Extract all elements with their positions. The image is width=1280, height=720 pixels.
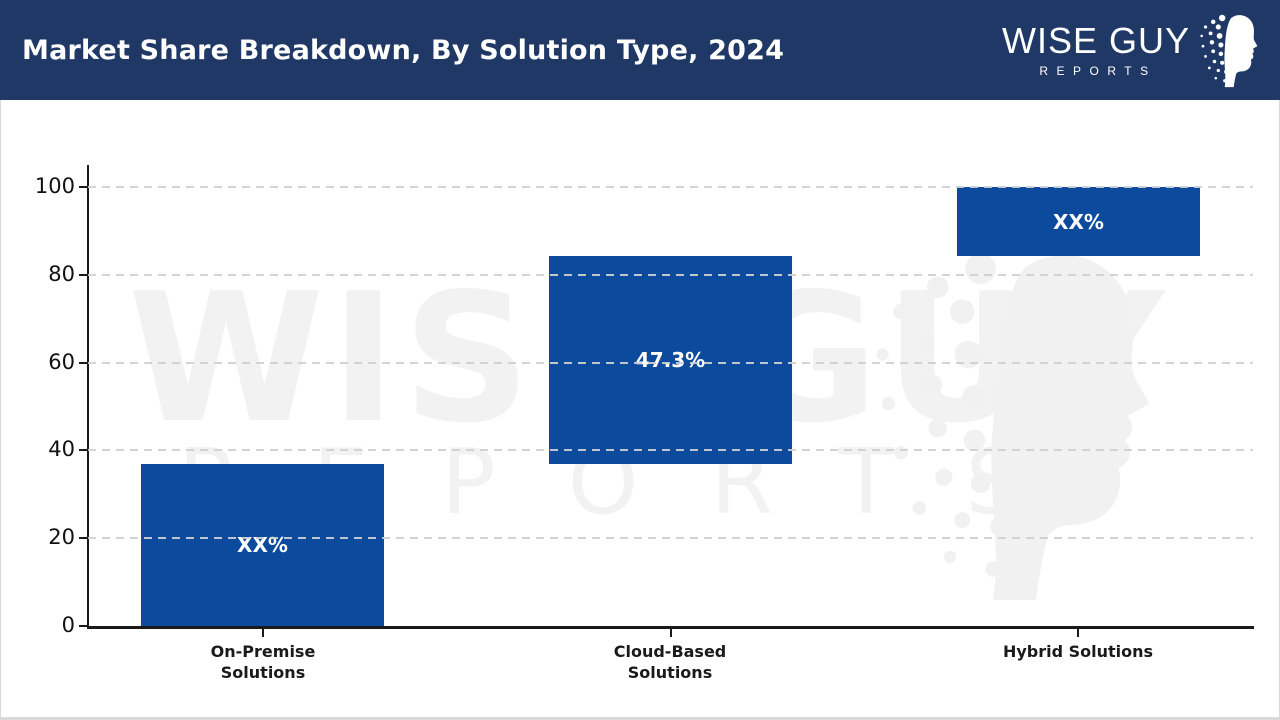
x-category-label-cloud-based-solutions: Cloud-Based Solutions [476, 641, 864, 683]
y-tick-label-0: 0 [61, 613, 75, 637]
bar-value-label: 47.3% [635, 348, 706, 372]
y-tick-label-60: 60 [48, 349, 75, 374]
x-category-label-line: Solutions [627, 663, 713, 682]
x-category-label-line: Cloud-Based [613, 642, 727, 661]
gridline-40 [88, 449, 1253, 452]
bar-hybrid-solutions: XX% [957, 187, 1200, 256]
logo-reports-text: REPORTS [1039, 63, 1157, 78]
y-axis-line [87, 165, 89, 626]
gridline-80 [88, 273, 1253, 276]
logo-wise-guy-text: WISE GUY [1001, 19, 1190, 61]
y-tick-60 [79, 361, 87, 364]
y-tick-80 [79, 273, 87, 276]
x-category-label-line: Hybrid Solutions [1002, 642, 1154, 661]
y-tick-label-40: 40 [48, 437, 75, 462]
x-axis-line [87, 626, 1254, 629]
y-tick-label-20: 20 [48, 525, 75, 550]
bar-on-premise-solutions: XX% [141, 464, 384, 626]
y-tick-label-80: 80 [48, 261, 75, 286]
bar-cloud-based-solutions: 47.3% [549, 256, 792, 464]
gridline-20 [88, 537, 1253, 540]
y-tick-0 [79, 625, 87, 627]
x-category-label-on-premise-solutions: On-Premise Solutions [69, 641, 457, 683]
y-tick-20 [79, 537, 87, 540]
bar-value-label: XX% [1053, 209, 1104, 234]
y-tick-label-100: 100 [34, 173, 75, 198]
logo-text: WISE GUY REPORTS [1001, 19, 1190, 78]
wise-guy-logo: WISE GUY REPORTS [1002, 11, 1258, 89]
y-tick-40 [79, 449, 87, 452]
x-category-label-hybrid-solutions: Hybrid Solutions [884, 641, 1272, 662]
wise-guy-head-icon [1200, 14, 1258, 88]
x-tick-hybrid-solutions [1077, 629, 1079, 637]
x-category-label-line: Solutions [220, 663, 306, 682]
page-title: Market Share Breakdown, By Solution Type… [22, 34, 785, 66]
x-tick-cloud-based-solutions [670, 629, 672, 637]
x-tick-on-premise-solutions [262, 629, 264, 637]
gridline-60 [88, 361, 1253, 364]
bar-value-label: XX% [237, 533, 288, 557]
header-bar: Market Share Breakdown, By Solution Type… [0, 0, 1280, 100]
x-category-label-line: On-Premise [210, 642, 316, 661]
watermark-head-icon [876, 253, 1150, 600]
gridline-100 [88, 185, 1253, 188]
y-tick-100 [79, 185, 87, 188]
